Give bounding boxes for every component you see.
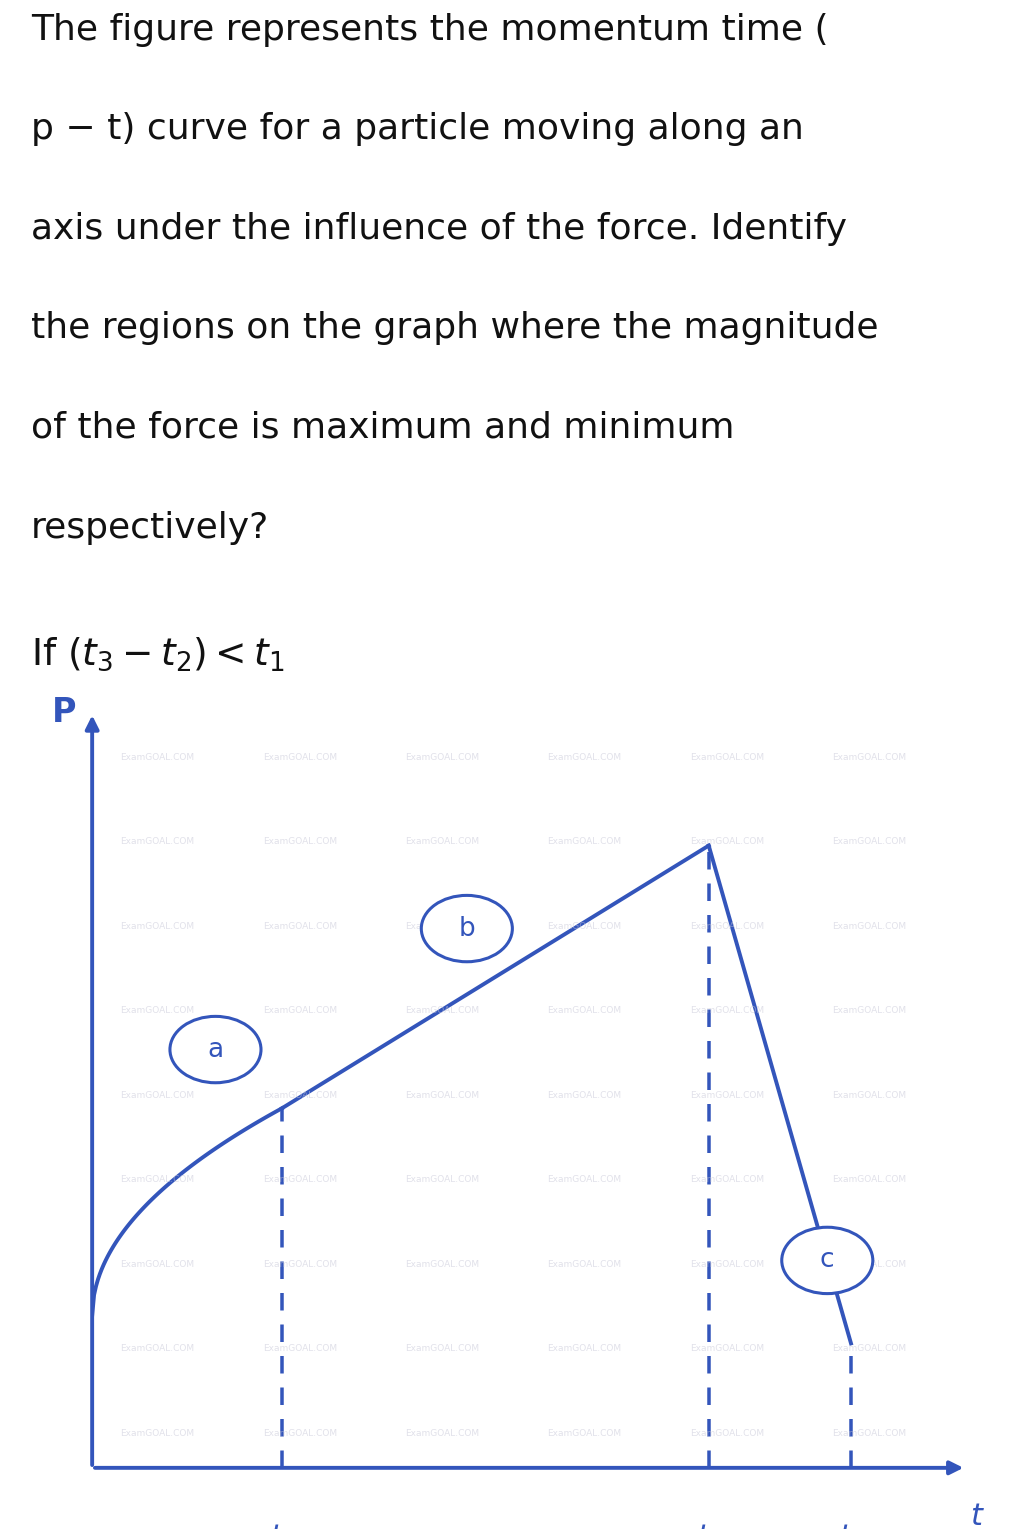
Text: axis under the influence of the force. Identify: axis under the influence of the force. I… [31, 213, 847, 246]
Text: ExamGOAL.COM: ExamGOAL.COM [406, 1344, 479, 1353]
Text: ExamGOAL.COM: ExamGOAL.COM [833, 1260, 906, 1269]
Text: ExamGOAL.COM: ExamGOAL.COM [406, 1260, 479, 1269]
Text: ExamGOAL.COM: ExamGOAL.COM [833, 838, 906, 846]
Text: ExamGOAL.COM: ExamGOAL.COM [406, 1428, 479, 1437]
Text: ExamGOAL.COM: ExamGOAL.COM [121, 1260, 195, 1269]
Text: ExamGOAL.COM: ExamGOAL.COM [263, 1006, 337, 1015]
Text: ExamGOAL.COM: ExamGOAL.COM [406, 922, 479, 931]
Text: ExamGOAL.COM: ExamGOAL.COM [121, 1006, 195, 1015]
Text: ExamGOAL.COM: ExamGOAL.COM [690, 1428, 764, 1437]
Text: ExamGOAL.COM: ExamGOAL.COM [263, 1090, 337, 1099]
Text: ExamGOAL.COM: ExamGOAL.COM [690, 752, 764, 761]
Text: ExamGOAL.COM: ExamGOAL.COM [833, 1006, 906, 1015]
Text: ExamGOAL.COM: ExamGOAL.COM [548, 922, 622, 931]
Text: $t_2$: $t_2$ [696, 1523, 722, 1529]
Text: ExamGOAL.COM: ExamGOAL.COM [121, 922, 195, 931]
Text: ExamGOAL.COM: ExamGOAL.COM [690, 1260, 764, 1269]
Text: $t_3$: $t_3$ [838, 1523, 864, 1529]
Text: ExamGOAL.COM: ExamGOAL.COM [121, 1428, 195, 1437]
Text: p − t) curve for a particle moving along an: p − t) curve for a particle moving along… [31, 112, 804, 147]
Text: ExamGOAL.COM: ExamGOAL.COM [833, 1428, 906, 1437]
Text: P: P [51, 696, 76, 729]
Circle shape [421, 896, 512, 962]
Text: ExamGOAL.COM: ExamGOAL.COM [263, 1428, 337, 1437]
Text: ExamGOAL.COM: ExamGOAL.COM [263, 752, 337, 761]
Text: $t_1$: $t_1$ [269, 1523, 295, 1529]
Text: ExamGOAL.COM: ExamGOAL.COM [833, 1176, 906, 1185]
Text: ExamGOAL.COM: ExamGOAL.COM [548, 1006, 622, 1015]
Text: ExamGOAL.COM: ExamGOAL.COM [833, 752, 906, 761]
Text: ExamGOAL.COM: ExamGOAL.COM [406, 1176, 479, 1185]
Text: the regions on the graph where the magnitude: the regions on the graph where the magni… [31, 312, 879, 346]
Text: a: a [208, 1037, 223, 1063]
Text: ExamGOAL.COM: ExamGOAL.COM [548, 752, 622, 761]
Text: ExamGOAL.COM: ExamGOAL.COM [263, 1344, 337, 1353]
Circle shape [170, 1017, 261, 1083]
Text: ExamGOAL.COM: ExamGOAL.COM [263, 1176, 337, 1185]
Text: ExamGOAL.COM: ExamGOAL.COM [833, 1090, 906, 1099]
Text: ExamGOAL.COM: ExamGOAL.COM [406, 1090, 479, 1099]
Text: ExamGOAL.COM: ExamGOAL.COM [263, 838, 337, 846]
Text: ExamGOAL.COM: ExamGOAL.COM [833, 922, 906, 931]
Text: t: t [970, 1501, 982, 1529]
Text: ExamGOAL.COM: ExamGOAL.COM [548, 1344, 622, 1353]
Text: b: b [459, 916, 475, 942]
Text: ExamGOAL.COM: ExamGOAL.COM [263, 1260, 337, 1269]
Text: ExamGOAL.COM: ExamGOAL.COM [548, 1260, 622, 1269]
Text: ExamGOAL.COM: ExamGOAL.COM [121, 1176, 195, 1185]
Text: ExamGOAL.COM: ExamGOAL.COM [690, 1344, 764, 1353]
Text: ExamGOAL.COM: ExamGOAL.COM [690, 1090, 764, 1099]
Text: ExamGOAL.COM: ExamGOAL.COM [690, 838, 764, 846]
Text: ExamGOAL.COM: ExamGOAL.COM [833, 1344, 906, 1353]
Text: ExamGOAL.COM: ExamGOAL.COM [121, 838, 195, 846]
Text: ExamGOAL.COM: ExamGOAL.COM [406, 838, 479, 846]
Text: ExamGOAL.COM: ExamGOAL.COM [121, 752, 195, 761]
Text: ExamGOAL.COM: ExamGOAL.COM [548, 1176, 622, 1185]
Text: If $(t_3 - t_2) < t_1$: If $(t_3 - t_2) < t_1$ [31, 636, 284, 673]
Text: ExamGOAL.COM: ExamGOAL.COM [406, 1006, 479, 1015]
Text: of the force is maximum and minimum: of the force is maximum and minimum [31, 411, 734, 445]
Text: respectively?: respectively? [31, 511, 269, 544]
Text: ExamGOAL.COM: ExamGOAL.COM [406, 752, 479, 761]
Circle shape [781, 1228, 872, 1294]
Text: ExamGOAL.COM: ExamGOAL.COM [548, 838, 622, 846]
Text: ExamGOAL.COM: ExamGOAL.COM [690, 1176, 764, 1185]
Text: The figure represents the momentum time (: The figure represents the momentum time … [31, 12, 828, 47]
Text: c: c [820, 1248, 835, 1274]
Text: ExamGOAL.COM: ExamGOAL.COM [121, 1344, 195, 1353]
Text: ExamGOAL.COM: ExamGOAL.COM [548, 1090, 622, 1099]
Text: ExamGOAL.COM: ExamGOAL.COM [121, 1090, 195, 1099]
Text: ExamGOAL.COM: ExamGOAL.COM [263, 922, 337, 931]
Text: ExamGOAL.COM: ExamGOAL.COM [690, 1006, 764, 1015]
Text: ExamGOAL.COM: ExamGOAL.COM [548, 1428, 622, 1437]
Text: ExamGOAL.COM: ExamGOAL.COM [690, 922, 764, 931]
